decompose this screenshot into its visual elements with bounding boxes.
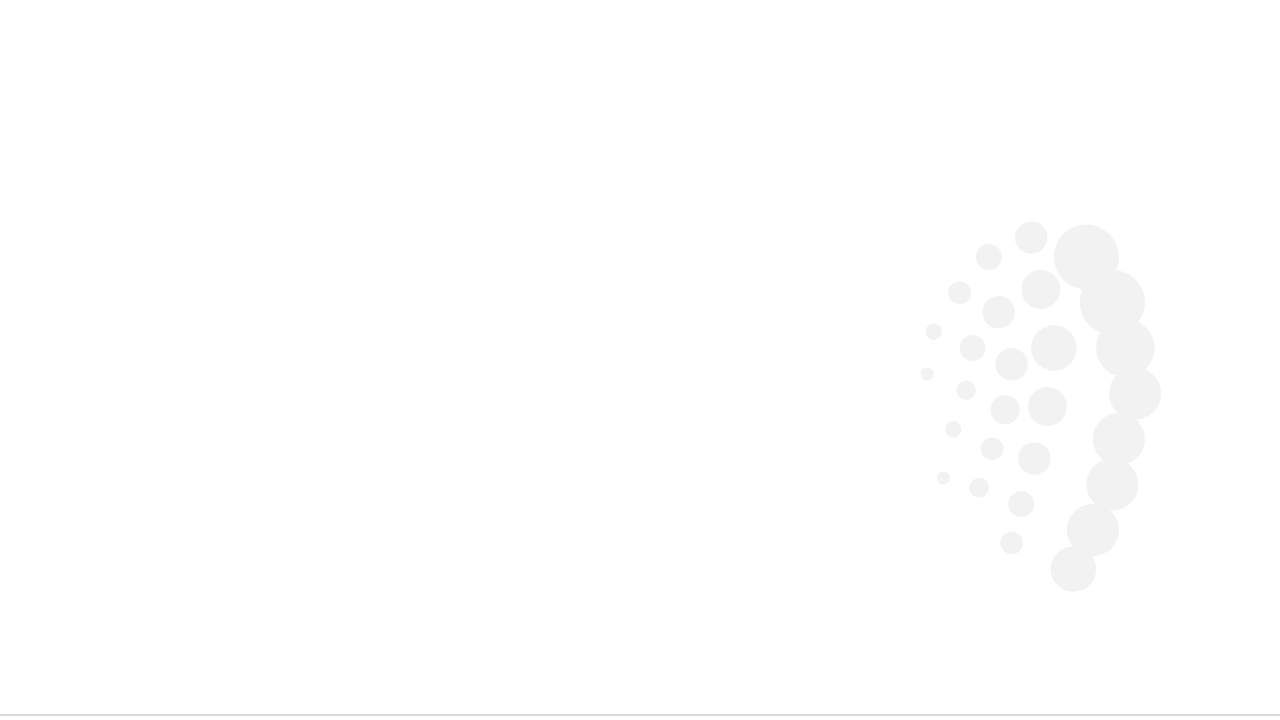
footer-divider [0, 714, 1280, 716]
header-band [0, 0, 1280, 95]
logo-head-icon [1200, 8, 1253, 90]
wiseguy-logo [1181, 4, 1254, 92]
watermark-head-icon [920, 221, 1162, 592]
